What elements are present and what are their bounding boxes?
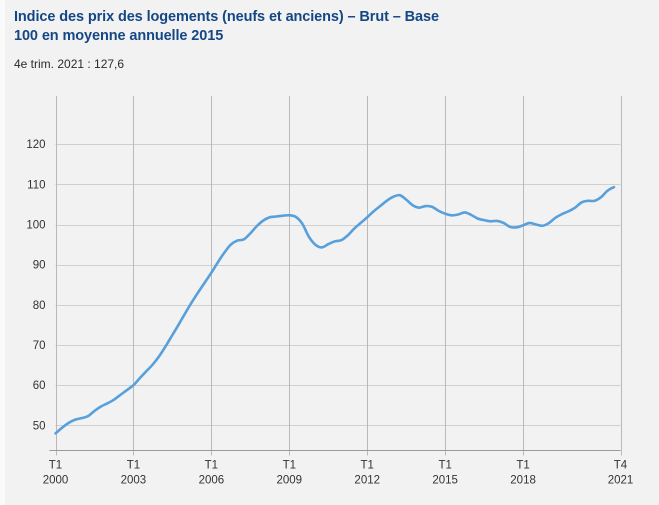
- x-tick-label-year: 2006: [199, 475, 225, 487]
- chart-header: Indice des prix des logements (neufs et …: [14, 8, 634, 71]
- x-tick-label-year: 2012: [354, 475, 380, 487]
- x-tick-label-period: T1: [438, 460, 451, 472]
- x-tick-label-period: T1: [205, 460, 218, 472]
- x-tick-label-period: T1: [516, 460, 529, 472]
- page-left-edge: [0, 0, 5, 505]
- y-tick-label: 120: [26, 139, 45, 151]
- x-tick-label-year: 2018: [510, 475, 536, 487]
- chart-subtitle: 4e trim. 2021 : 127,6: [14, 57, 125, 71]
- series-group: [54, 185, 616, 435]
- y-tick-label: 60: [33, 380, 46, 392]
- x-tick-label-period: T1: [49, 460, 62, 472]
- y-tick-labels-group: 50 60 70 80 90 100 110 120: [26, 139, 45, 432]
- x-tick-label-period: T4: [614, 460, 628, 472]
- x-tick-label-year: 2021: [608, 475, 634, 487]
- x-tick-label-year: 2015: [432, 475, 458, 487]
- vertical-gridlines-group: [56, 96, 622, 456]
- x-tick-label-period: T1: [361, 460, 374, 472]
- series-line-housing-price-index: [54, 185, 616, 435]
- x-tick-label-period: T1: [283, 460, 296, 472]
- y-tick-label: 50: [33, 420, 46, 432]
- y-tick-label: 80: [33, 300, 46, 312]
- gridlines-group: [55, 144, 621, 426]
- y-tick-label: 100: [26, 220, 45, 232]
- x-tick-label-year: 2000: [43, 475, 69, 487]
- y-tick-label: 110: [27, 179, 45, 191]
- x-tick-label-year: 2003: [121, 475, 147, 487]
- x-tick-label-year: 2009: [276, 475, 302, 487]
- x-tick-label-period: T1: [127, 460, 140, 472]
- y-tick-label: 70: [33, 340, 46, 352]
- page-title: Indice des prix des logements (neufs et …: [14, 9, 439, 44]
- y-tick-label: 90: [33, 260, 46, 272]
- x-tick-labels-group: T1 2000 T1 2003 T1 2006 T1 2009 T1 2012 T1 2015 T1 20…: [43, 460, 634, 487]
